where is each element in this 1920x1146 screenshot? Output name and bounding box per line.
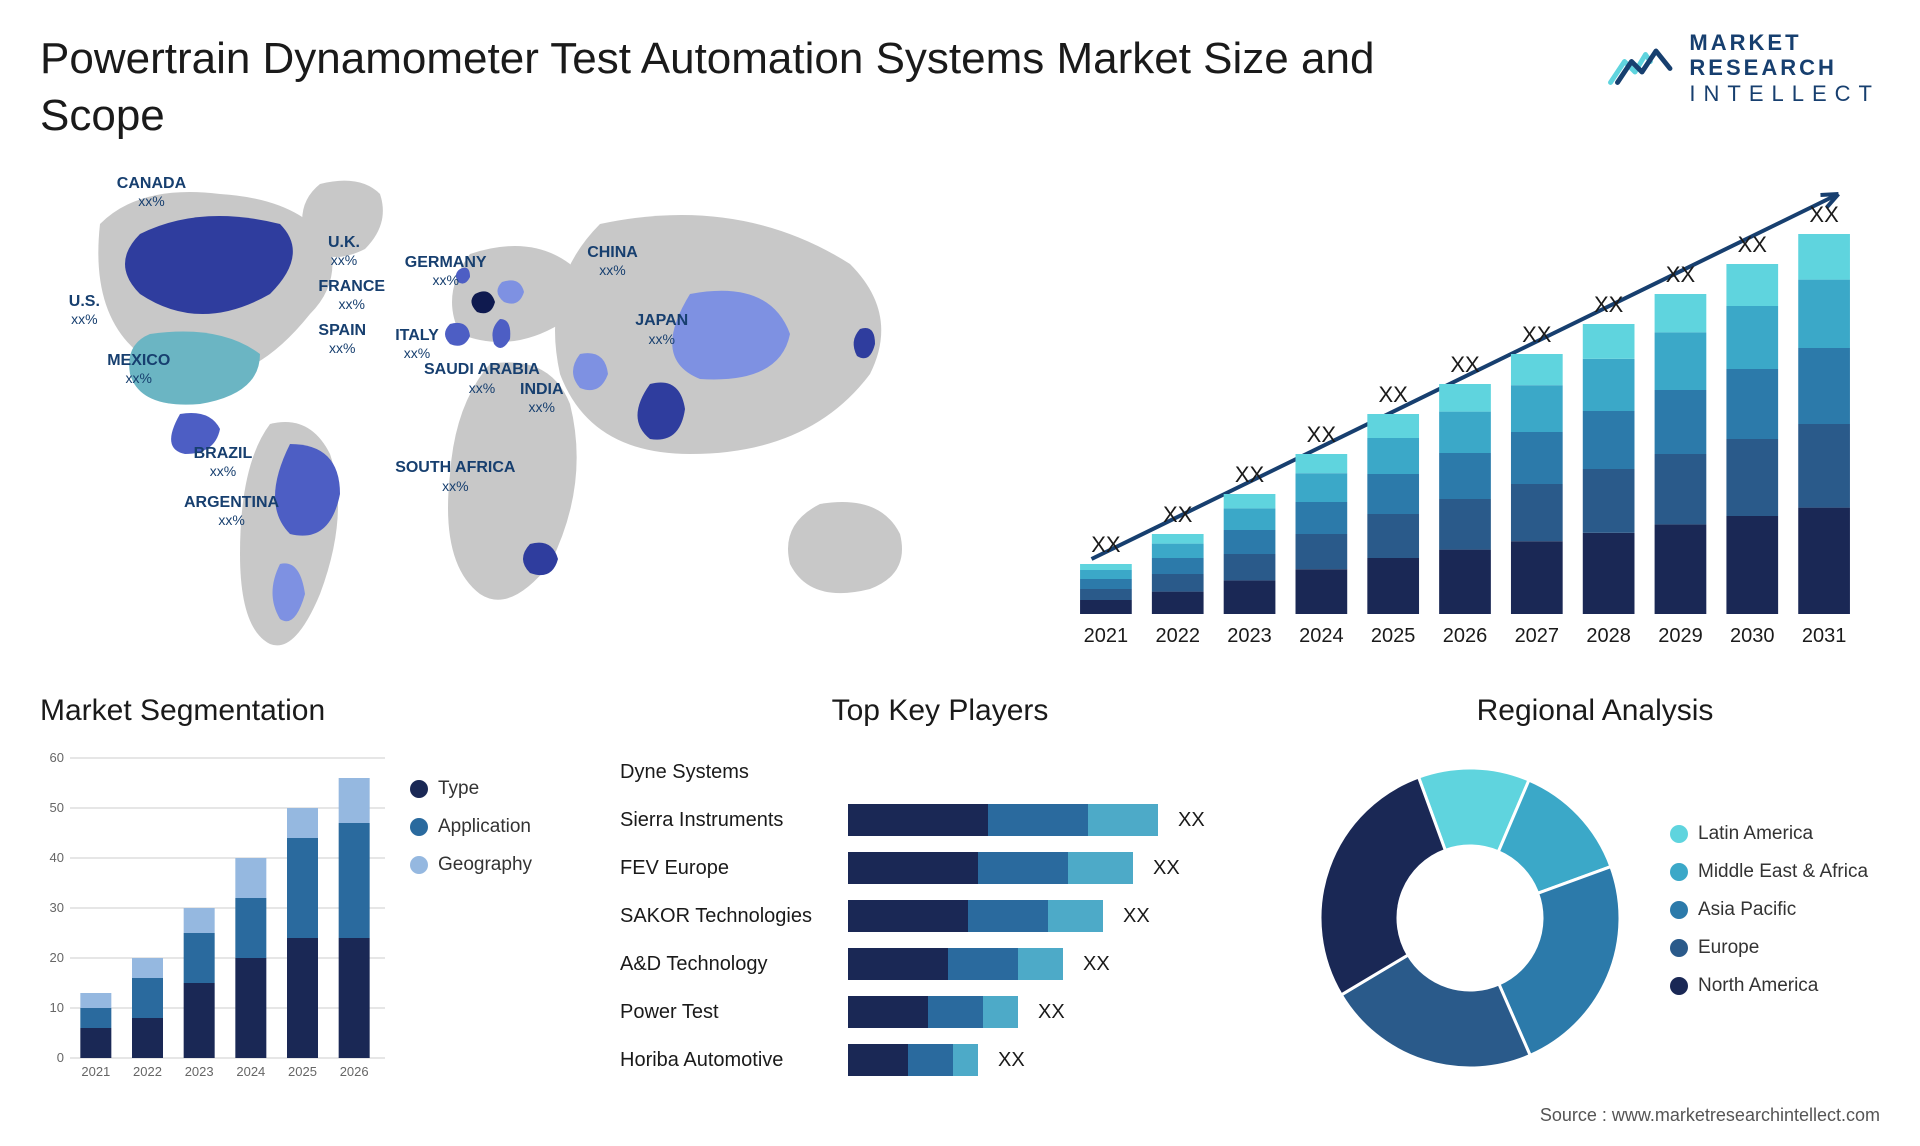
player-row: A&D TechnologyXX — [620, 940, 1260, 988]
svg-text:2030: 2030 — [1730, 625, 1775, 647]
svg-text:2022: 2022 — [133, 1064, 162, 1079]
svg-text:10: 10 — [50, 1000, 64, 1015]
svg-text:XX: XX — [1163, 502, 1193, 527]
map-label: CANADAxx% — [117, 174, 186, 210]
svg-text:2026: 2026 — [340, 1064, 369, 1079]
map-label: INDIAxx% — [520, 380, 564, 416]
svg-text:XX: XX — [1091, 532, 1121, 557]
svg-text:XX: XX — [1307, 422, 1337, 447]
svg-text:XX: XX — [1594, 292, 1624, 317]
svg-text:2024: 2024 — [1299, 625, 1344, 647]
svg-text:2026: 2026 — [1443, 625, 1488, 647]
svg-text:XX: XX — [1738, 232, 1768, 257]
svg-text:XX: XX — [1809, 202, 1839, 227]
svg-text:XX: XX — [1235, 462, 1265, 487]
header: Powertrain Dynamometer Test Automation S… — [40, 30, 1880, 144]
regional-panel: Regional Analysis Latin America Middle Ea… — [1310, 694, 1880, 1114]
legend-item: Middle East & Africa — [1670, 861, 1880, 883]
regional-title: Regional Analysis — [1310, 694, 1880, 728]
map-label: MEXICOxx% — [107, 351, 170, 387]
svg-text:2021: 2021 — [1084, 625, 1129, 647]
svg-text:2028: 2028 — [1586, 625, 1631, 647]
players-panel: Top Key Players Dyne SystemsSierra Instr… — [620, 694, 1260, 1114]
market-size-chart: XX 2021 XX 2022 XX 2023 XX 2024 XX 2025 XX 2026 XX 20… — [1050, 164, 1880, 654]
svg-text:2023: 2023 — [1227, 625, 1272, 647]
legend-item: North America — [1670, 975, 1880, 997]
segmentation-chart: 0 10 20 30 40 50 60 2021 2022 2023 2024 2025 2026 — [40, 748, 390, 1088]
svg-text:2029: 2029 — [1658, 625, 1703, 647]
brand-logo-icon — [1607, 40, 1677, 95]
svg-text:20: 20 — [50, 950, 64, 965]
regional-legend: Latin America Middle East & Africa Asia Pa… — [1670, 823, 1880, 1013]
svg-text:0: 0 — [57, 1050, 64, 1065]
bottom-row: Market Segmentation 0 10 20 30 40 50 60 2021 202… — [40, 694, 1880, 1114]
player-row: Dyne Systems — [620, 748, 1260, 796]
map-label: SOUTH AFRICAxx% — [395, 458, 515, 494]
svg-text:2021: 2021 — [81, 1064, 110, 1079]
players-chart: Dyne SystemsSierra InstrumentsXXFEV Euro… — [620, 748, 1260, 1084]
regional-donut — [1310, 758, 1630, 1078]
segmentation-legend: Type Application Geography — [410, 748, 570, 1088]
svg-text:XX: XX — [1522, 322, 1552, 347]
player-row: FEV EuropeXX — [620, 844, 1260, 892]
svg-text:XX: XX — [1666, 262, 1696, 287]
svg-text:2024: 2024 — [236, 1064, 265, 1079]
svg-text:XX: XX — [1379, 382, 1409, 407]
legend-item: Asia Pacific — [1670, 899, 1880, 921]
players-title: Top Key Players — [620, 694, 1260, 728]
legend-item: Application — [410, 816, 570, 838]
svg-text:2023: 2023 — [185, 1064, 214, 1079]
top-row: CANADAxx% U.S.xx%MEXICOxx% BRAZILxx% ARGENT… — [40, 164, 1880, 654]
svg-text:2022: 2022 — [1155, 625, 1200, 647]
map-label: U.S.xx% — [69, 292, 100, 328]
map-label: CHINAxx% — [587, 243, 638, 279]
map-label: FRANCExx% — [318, 277, 385, 313]
svg-text:2025: 2025 — [288, 1064, 317, 1079]
map-label: ITALYxx% — [395, 326, 439, 362]
source-attribution: Source : www.marketresearchintellect.com — [1540, 1105, 1880, 1126]
svg-text:2025: 2025 — [1371, 625, 1416, 647]
legend-item: Europe — [1670, 937, 1880, 959]
segmentation-panel: Market Segmentation 0 10 20 30 40 50 60 2021 202… — [40, 694, 570, 1114]
map-label: BRAZILxx% — [194, 444, 253, 480]
player-row: SAKOR TechnologiesXX — [620, 892, 1260, 940]
brand-logo: MARKET RESEARCH INTELLECT — [1607, 30, 1880, 106]
segmentation-title: Market Segmentation — [40, 694, 570, 728]
svg-text:50: 50 — [50, 800, 64, 815]
player-row: Power TestXX — [620, 988, 1260, 1036]
svg-text:40: 40 — [50, 850, 64, 865]
svg-text:2031: 2031 — [1802, 625, 1847, 647]
legend-item: Latin America — [1670, 823, 1880, 845]
map-label: ARGENTINAxx% — [184, 493, 279, 529]
map-label: GERMANYxx% — [405, 253, 487, 289]
map-label: U.K.xx% — [328, 233, 360, 269]
svg-text:XX: XX — [1450, 352, 1480, 377]
svg-text:30: 30 — [50, 900, 64, 915]
player-row: Sierra InstrumentsXX — [620, 796, 1260, 844]
brand-logo-text: MARKET RESEARCH INTELLECT — [1689, 30, 1880, 106]
legend-item: Geography — [410, 854, 570, 876]
map-label: JAPANxx% — [635, 311, 688, 347]
svg-text:2027: 2027 — [1515, 625, 1560, 647]
page-title: Powertrain Dynamometer Test Automation S… — [40, 30, 1440, 144]
legend-item: Type — [410, 778, 570, 800]
map-label: SPAINxx% — [318, 321, 366, 357]
svg-text:60: 60 — [50, 750, 64, 765]
player-row: Horiba AutomotiveXX — [620, 1036, 1260, 1084]
world-map: CANADAxx% U.S.xx%MEXICOxx% BRAZILxx% ARGENT… — [40, 164, 1000, 654]
